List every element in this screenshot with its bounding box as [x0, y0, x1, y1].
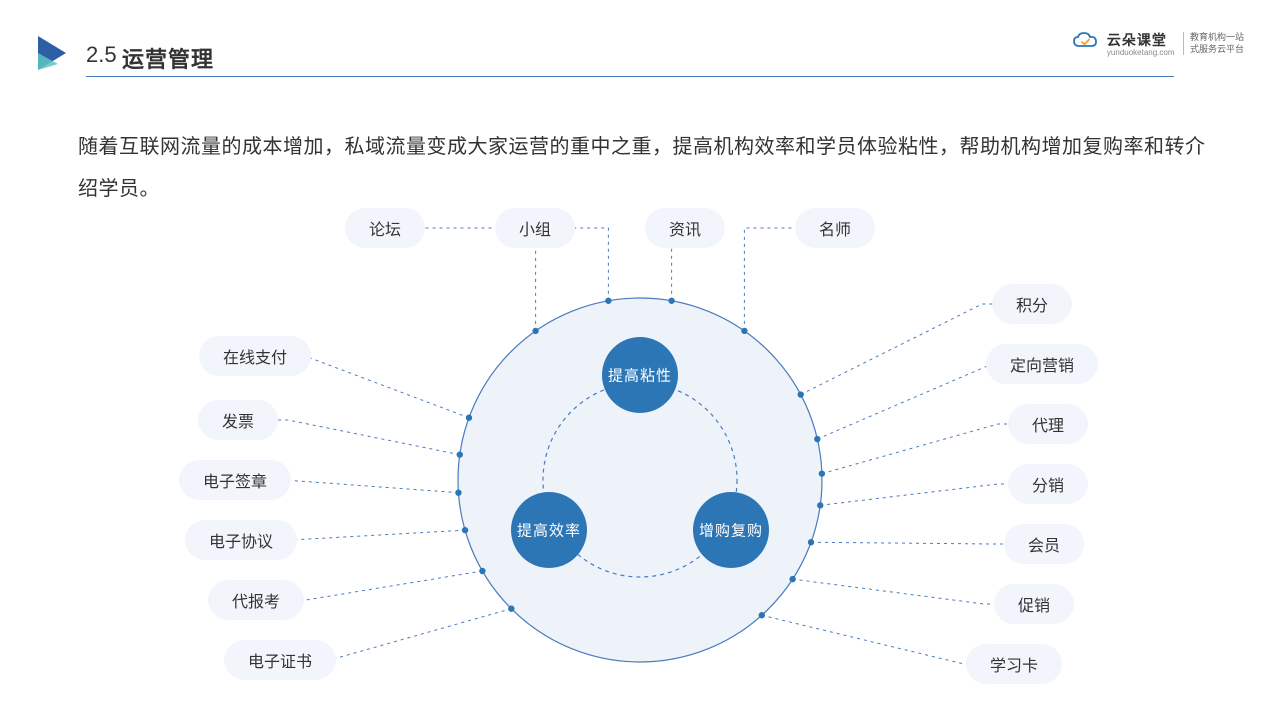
leaf-top: 小组	[495, 208, 575, 248]
leaf-left: 代报考	[208, 580, 304, 620]
leaf-top: 资讯	[645, 208, 725, 248]
logo-text: 云朵课堂	[1107, 30, 1167, 50]
leaf-left: 电子协议	[185, 520, 297, 560]
leaf-right: 代理	[1008, 404, 1088, 444]
logo-tagline-line2: 式服务云平台	[1190, 44, 1244, 55]
hub-label: 提高粘性	[608, 365, 672, 386]
logo-tagline: 教育机构一站 式服务云平台	[1183, 32, 1244, 55]
play-icon	[36, 34, 72, 72]
logo-subtext: yunduoketang.com	[1107, 48, 1175, 57]
section-number: 2.5	[86, 42, 117, 68]
leaf-left: 电子签章	[179, 460, 291, 500]
hub-label: 增购复购	[699, 520, 763, 541]
logo: 云朵课堂 yunduoketang.com 教育机构一站 式服务云平台	[1072, 30, 1244, 57]
leaf-right: 学习卡	[966, 644, 1062, 684]
slide-header: 2.5 运营管理 云朵课堂 yunduoketang.com 教育机构一站 式服…	[36, 34, 1244, 82]
section-title: 运营管理	[122, 42, 214, 74]
leaf-top: 论坛	[345, 208, 425, 248]
leaf-right: 分销	[1008, 464, 1088, 504]
leaf-right: 会员	[1004, 524, 1084, 564]
slide-description: 随着互联网流量的成本增加，私域流量变成大家运营的重中之重，提高机构效率和学员体验…	[78, 126, 1210, 210]
leaf-top: 名师	[795, 208, 875, 248]
leaf-right: 积分	[992, 284, 1072, 324]
hub-label: 提高效率	[517, 520, 581, 541]
leaf-left: 发票	[198, 400, 278, 440]
leaf-left: 在线支付	[199, 336, 311, 376]
cloud-icon	[1072, 32, 1098, 55]
leaf-left: 电子证书	[224, 640, 336, 680]
logo-tagline-line1: 教育机构一站	[1190, 32, 1244, 43]
leaf-right: 促销	[994, 584, 1074, 624]
title-underline	[86, 76, 1174, 77]
leaf-right: 定向营销	[986, 344, 1098, 384]
